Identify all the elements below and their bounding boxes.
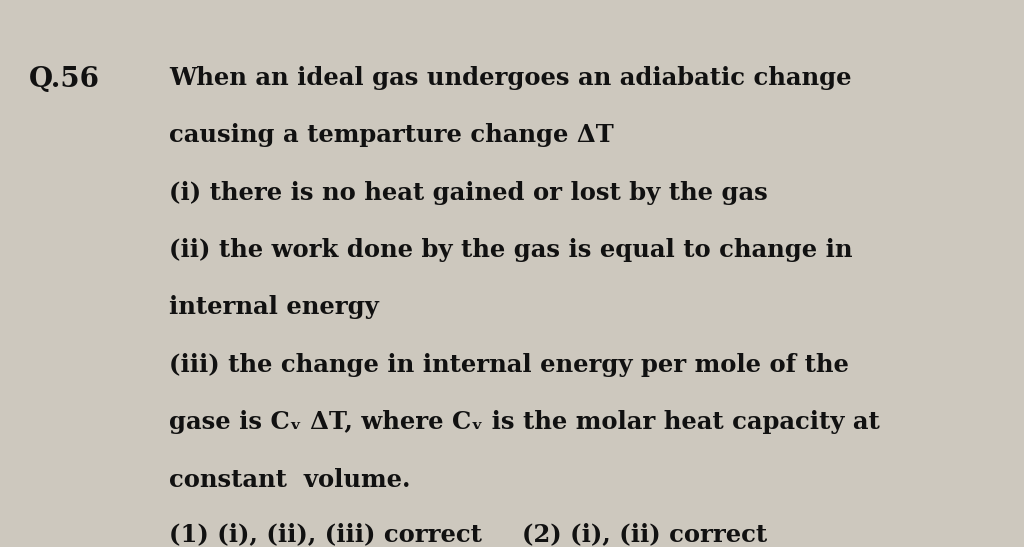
Text: causing a temparture change ΔT: causing a temparture change ΔT (169, 123, 613, 147)
Text: (ii) the work done by the gas is equal to change in: (ii) the work done by the gas is equal t… (169, 238, 852, 262)
Text: (1) (i), (ii), (iii) correct: (1) (i), (ii), (iii) correct (169, 522, 482, 546)
Text: (i) there is no heat gained or lost by the gas: (i) there is no heat gained or lost by t… (169, 181, 768, 205)
Text: gase is Cᵥ ΔT, where Cᵥ is the molar heat capacity at: gase is Cᵥ ΔT, where Cᵥ is the molar hea… (169, 410, 880, 434)
Text: (iii) the change in internal energy per mole of the: (iii) the change in internal energy per … (169, 353, 849, 377)
Text: (2) (i), (ii) correct: (2) (i), (ii) correct (522, 522, 767, 546)
Text: When an ideal gas undergoes an adiabatic change: When an ideal gas undergoes an adiabatic… (169, 66, 852, 90)
Text: constant  volume.: constant volume. (169, 468, 411, 492)
Text: internal energy: internal energy (169, 295, 379, 319)
Text: Q.56: Q.56 (29, 66, 99, 92)
